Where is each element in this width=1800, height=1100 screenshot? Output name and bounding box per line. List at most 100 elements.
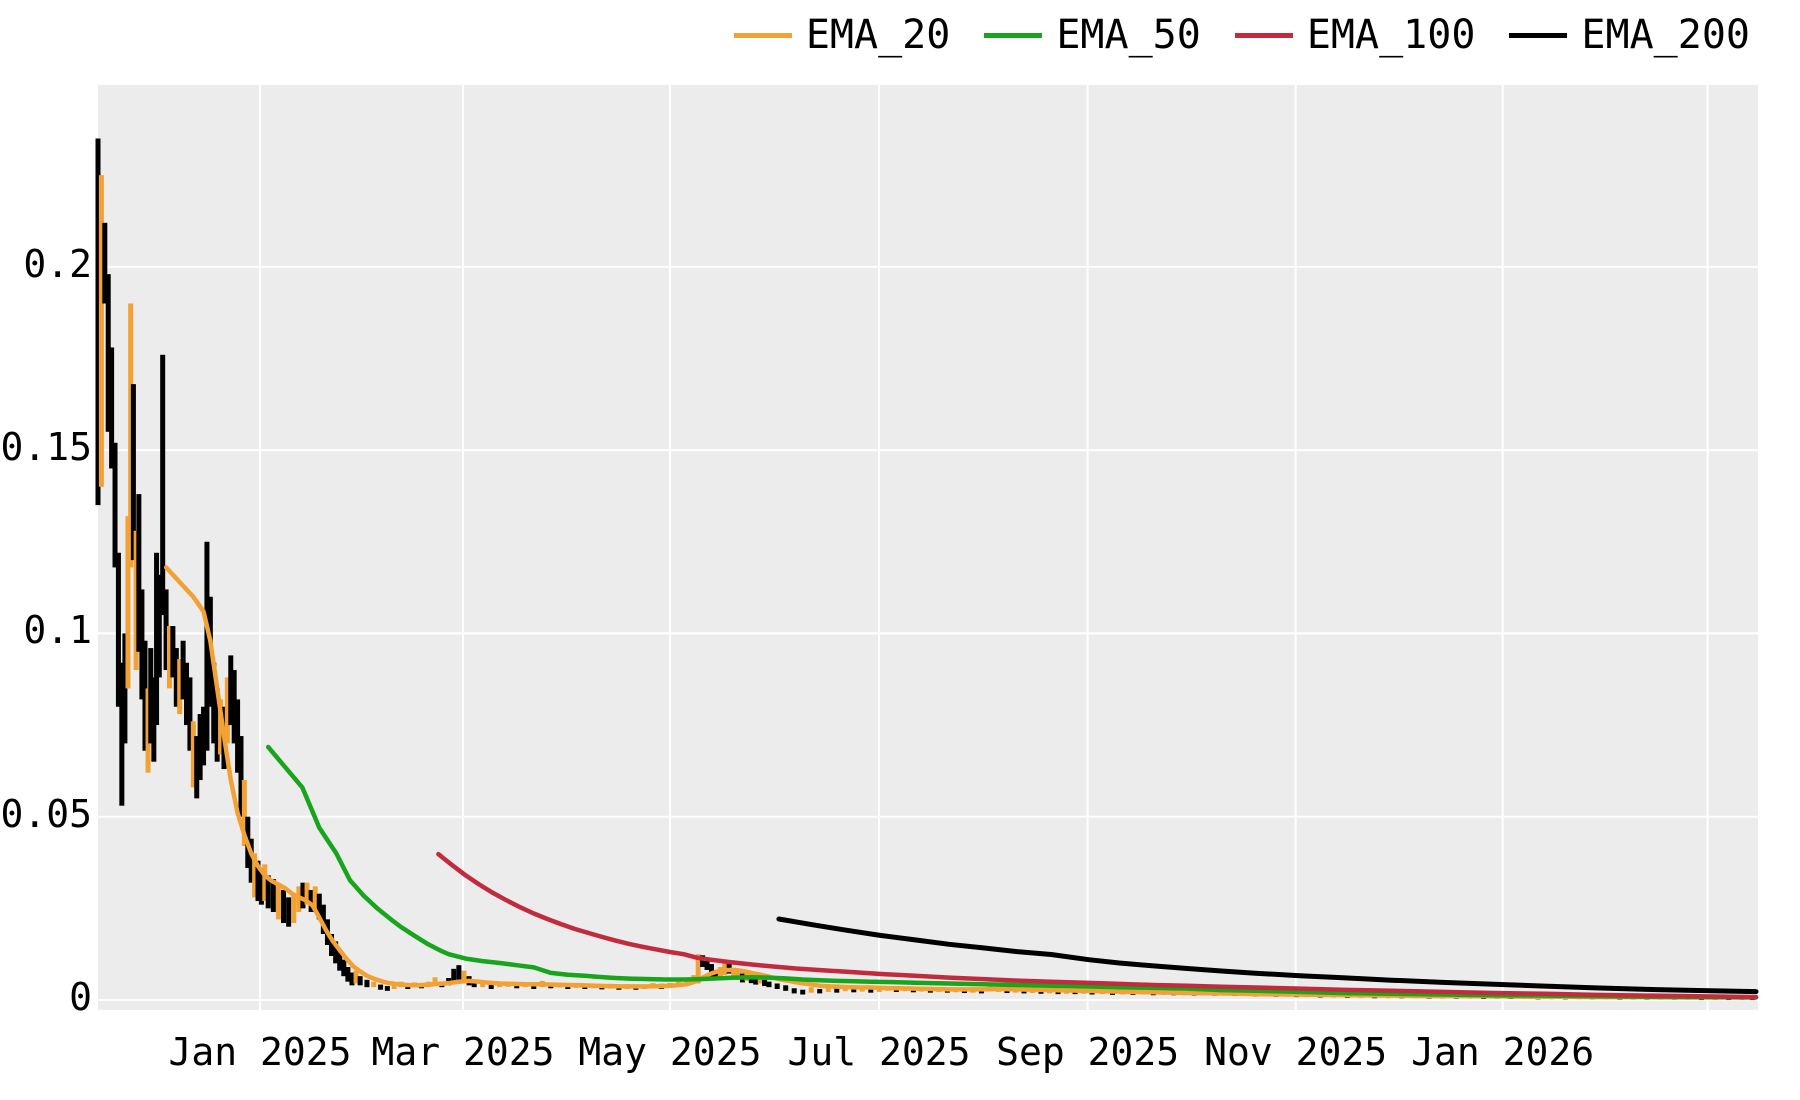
legend-label-ema50: EMA_50 [1056, 12, 1201, 58]
candle-bar [808, 987, 814, 993]
candle-bar [800, 989, 806, 995]
candle-bar [817, 988, 823, 994]
candle-bar [238, 736, 244, 817]
candle-bar [783, 985, 789, 991]
candle-bar [345, 966, 351, 982]
candle-bar [364, 979, 370, 988]
candle-bar [304, 882, 310, 905]
candle-bar [868, 987, 874, 993]
x-tick-label: Jan 2025 [168, 1030, 352, 1074]
candle-bar [211, 662, 217, 744]
candle-bar [341, 959, 347, 977]
candle-bar [353, 970, 359, 984]
candle-bar [851, 987, 857, 993]
candle-bar [248, 838, 254, 883]
candle-bar [265, 875, 271, 909]
candle-bar [204, 541, 210, 751]
candle-bar [231, 670, 237, 744]
candle-bar [357, 976, 363, 986]
y-tick-label: 0 [69, 974, 92, 1019]
candle-bar [160, 354, 166, 616]
candle-bar [281, 890, 287, 924]
candle-bar [255, 860, 261, 902]
x-tick-label: May 2025 [578, 1030, 762, 1074]
candle-bar [320, 904, 326, 935]
candle-bar [825, 986, 831, 992]
candle-bar [122, 633, 128, 744]
candle-bar [180, 640, 186, 700]
legend-item-ema200: EMA_200 [1509, 12, 1750, 58]
candle-bar [197, 714, 203, 781]
x-tick-label: Nov 2025 [1204, 1030, 1388, 1074]
y-tick-label: 0.2 [23, 241, 92, 286]
x-tick-label: Mar 2025 [371, 1030, 555, 1074]
candle-bar [456, 965, 462, 980]
candle-bar [695, 954, 701, 984]
candle-bar [102, 222, 108, 304]
y-tick-label: 0.1 [23, 608, 92, 653]
legend-label-ema20: EMA_20 [805, 12, 951, 58]
candle-bar [312, 886, 318, 909]
candle-bar [115, 552, 121, 707]
legend-item-ema20: EMA_20 [733, 12, 951, 58]
candle-bar [700, 955, 706, 967]
candle-bar [791, 988, 797, 994]
candle-bar [95, 138, 101, 506]
candle-bar [128, 303, 134, 568]
candle-bar [142, 640, 148, 751]
candle-bar [371, 981, 377, 988]
candle-bar [713, 969, 719, 980]
candle-bar [170, 626, 176, 678]
candle-bar [757, 977, 763, 984]
legend-item-ema100: EMA_100 [1234, 12, 1476, 58]
candle-bar [136, 494, 142, 652]
legend-label-ema200: EMA_200 [1581, 12, 1750, 58]
candle-bar [166, 626, 172, 689]
candle-bar [156, 574, 162, 678]
candle-bar [177, 659, 183, 715]
candle-bar [184, 662, 190, 726]
candle-bar [731, 967, 737, 977]
ema200-line [776, 916, 1759, 995]
candle-bar [291, 893, 297, 924]
candle-bar [201, 706, 207, 766]
candle-bar [337, 952, 343, 971]
candle-bar [214, 688, 220, 762]
candle-bar [391, 983, 397, 989]
candle-bar [194, 736, 200, 799]
x-tick-label: Jan 2026 [1411, 1030, 1595, 1074]
candle-bar [270, 879, 276, 913]
candle-bar [133, 530, 139, 671]
candle-bar [378, 984, 384, 990]
ema50-line-swatch-icon [984, 32, 1043, 38]
candle-bar [130, 384, 136, 561]
plot-background [98, 85, 1758, 1010]
candle-bar [286, 897, 292, 927]
candle-bar [766, 981, 772, 988]
candle-bar [432, 977, 438, 986]
candle-bar [252, 853, 258, 898]
candle-bar [173, 648, 179, 707]
ema200-line-swatch-icon [1509, 32, 1568, 38]
candle-bar [163, 589, 169, 671]
candle-bar [154, 552, 160, 726]
x-tick-label: Sep 2025 [996, 1030, 1180, 1074]
legend-item-ema50: EMA_50 [984, 12, 1201, 58]
candle-bar [235, 699, 241, 773]
ema20-line [163, 565, 1759, 1000]
candle-bar [112, 442, 118, 568]
candle-bar [190, 721, 196, 788]
candle-bar [98, 175, 104, 487]
chart-legend: EMA_20 EMA_50 EMA_100 EMA_200 [733, 12, 1750, 58]
legend-label-ema100: EMA_100 [1306, 12, 1476, 58]
candle-bar [762, 979, 768, 987]
candle-bar [753, 977, 759, 985]
candle-bar [258, 868, 264, 905]
candle-bar [329, 934, 335, 957]
ema50-line [265, 744, 1759, 1000]
candle-bar [316, 893, 322, 920]
candle-bar [333, 941, 339, 964]
candle-bar [480, 981, 486, 988]
